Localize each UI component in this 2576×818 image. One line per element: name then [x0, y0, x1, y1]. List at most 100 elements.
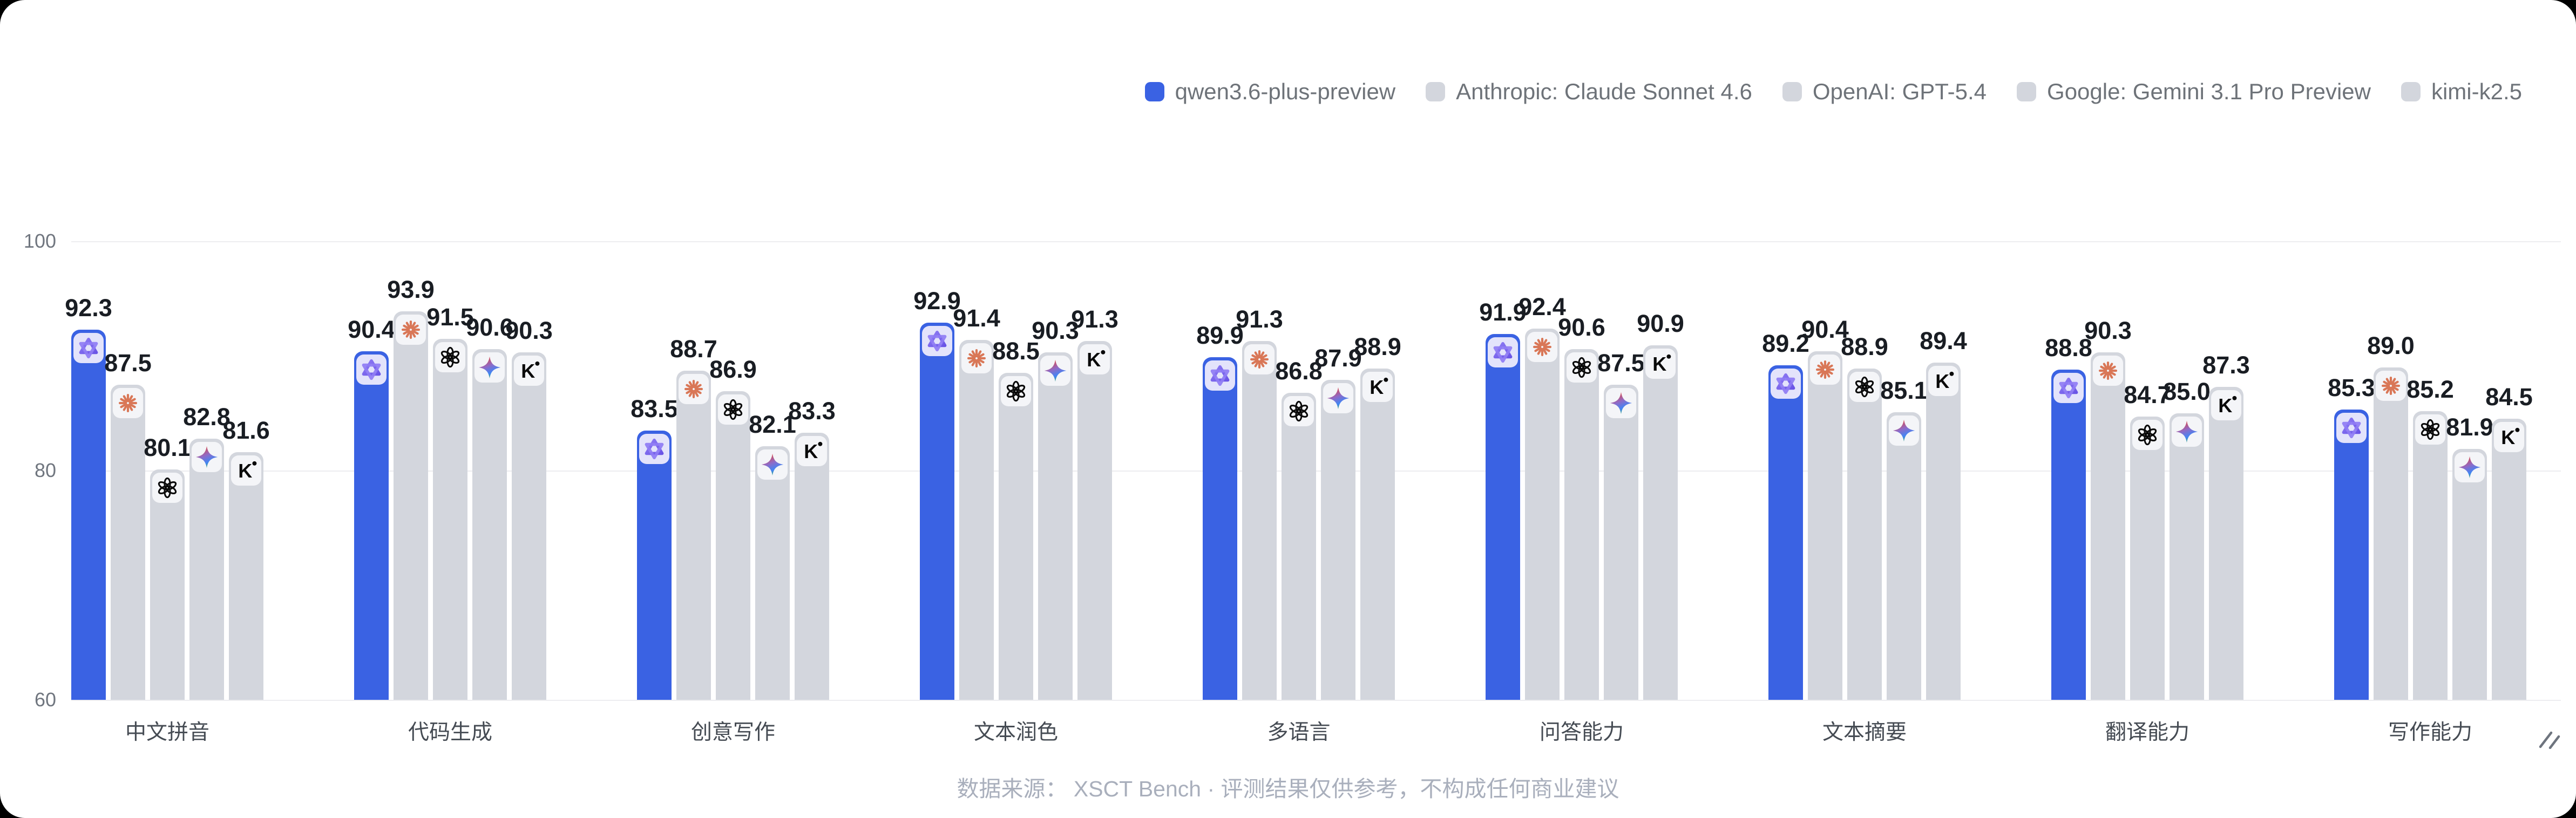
- bar-kimi[interactable]: 91.3 K: [1071, 305, 1118, 700]
- claude-icon: [1244, 344, 1275, 374]
- bar-claude[interactable]: 91.3: [1236, 305, 1283, 700]
- qwen-icon: [73, 332, 104, 363]
- bar-qwen[interactable]: 92.3: [65, 294, 112, 700]
- resize-handle-icon[interactable]: [2537, 728, 2562, 749]
- value-label: 90.6: [1558, 313, 1605, 341]
- value-label: 90.4: [1801, 316, 1849, 343]
- value-label: 92.9: [913, 287, 961, 315]
- bar-claude[interactable]: 91.4: [953, 304, 1000, 700]
- bar-kimi[interactable]: 84.5 K: [2485, 383, 2533, 700]
- bar-kimi[interactable]: 88.9 K: [1354, 333, 1401, 700]
- kimi-icon: K: [1928, 366, 1958, 397]
- legend-swatch: [2017, 82, 2037, 101]
- bar-kimi[interactable]: 81.6 K: [222, 417, 270, 700]
- gemini-icon: [1040, 356, 1070, 386]
- bar-kimi[interactable]: 87.3 K: [2202, 351, 2250, 700]
- bar-openai[interactable]: 85.2: [2406, 376, 2454, 700]
- legend-item-gemini[interactable]: Google: Gemini 3.1 Pro Preview: [2017, 79, 2371, 105]
- bar-claude[interactable]: 92.4: [1519, 293, 1566, 700]
- legend-item-openai[interactable]: OpenAI: GPT-5.4: [1782, 79, 1987, 105]
- bar-gemini[interactable]: 90.6: [466, 313, 513, 700]
- svg-text:K: K: [2501, 427, 2515, 449]
- value-label: 87.9: [1314, 344, 1362, 372]
- category-label: 多语言: [1267, 721, 1331, 744]
- gemini-icon: [474, 352, 505, 383]
- bar-gemini[interactable]: 82.8: [183, 403, 231, 700]
- bar-qwen[interactable]: 88.8: [2045, 334, 2092, 700]
- kimi-icon: K: [797, 435, 827, 466]
- bar-qwen[interactable]: 91.9: [1479, 298, 1527, 700]
- openai-icon: [2415, 414, 2445, 445]
- legend-item-qwen[interactable]: qwen3.6-plus-preview: [1144, 79, 1395, 105]
- qwen-icon: [2336, 413, 2367, 444]
- value-label: 86.8: [1275, 357, 1323, 385]
- gemini-icon: [1323, 383, 1353, 414]
- bar-claude[interactable]: 88.7: [670, 335, 717, 700]
- bar-openai[interactable]: 86.9: [709, 356, 757, 700]
- legend: qwen3.6-plus-preview Anthropic: Claude So…: [1144, 79, 2522, 105]
- category-group: 90.4 93.9 91.5 90.6 90.3 K: [348, 276, 553, 700]
- value-label: 89.2: [1762, 329, 1809, 357]
- bar-qwen[interactable]: 83.5: [631, 395, 678, 700]
- value-label: 88.5: [992, 337, 1040, 365]
- value-label: 82.1: [749, 411, 796, 439]
- bar-gemini[interactable]: 85.0: [2163, 378, 2211, 700]
- bar-gemini[interactable]: 87.9: [1314, 344, 1362, 700]
- bar-claude[interactable]: 87.5: [104, 349, 152, 700]
- category-label: 写作能力: [2388, 721, 2472, 744]
- value-label: 84.7: [2124, 381, 2171, 409]
- bar-gemini[interactable]: 81.9: [2446, 413, 2493, 700]
- category-group: 85.3 89.0 85.2 81.9 84.5 K: [2328, 332, 2533, 700]
- bar-gemini[interactable]: 82.1: [749, 411, 796, 700]
- category-label: 文本润色: [973, 721, 1058, 744]
- bar-openai[interactable]: 88.9: [1841, 333, 1888, 700]
- gridline-80: [71, 471, 2561, 472]
- bar-claude[interactable]: 90.3: [2084, 317, 2132, 700]
- bar-claude[interactable]: 90.4: [1801, 316, 1849, 700]
- bar-kimi[interactable]: 90.9 K: [1637, 310, 1684, 700]
- value-label: 88.8: [2045, 334, 2092, 362]
- value-label: 85.1: [1880, 376, 1928, 404]
- bar-openai[interactable]: 91.5: [426, 303, 474, 700]
- bar-openai[interactable]: 86.8: [1275, 357, 1323, 700]
- category-group: 92.3 87.5 80.1 82.8 81.6 K: [65, 294, 270, 700]
- bar-kimi[interactable]: 83.3 K: [788, 397, 836, 700]
- bar-qwen[interactable]: 90.4: [348, 316, 395, 700]
- legend-label: Anthropic: Claude Sonnet 4.6: [1456, 79, 1752, 104]
- legend-item-claude[interactable]: Anthropic: Claude Sonnet 4.6: [1426, 79, 1752, 105]
- bar-kimi[interactable]: 89.4 K: [1920, 327, 1967, 700]
- value-label: 92.3: [65, 294, 112, 322]
- bar-openai[interactable]: 80.1: [144, 434, 191, 700]
- claude-icon: [1527, 331, 1557, 362]
- value-label: 91.9: [1479, 298, 1527, 326]
- bar-openai[interactable]: 90.6: [1558, 313, 1605, 700]
- value-label: 82.8: [183, 403, 231, 431]
- category-label: 创意写作: [690, 721, 775, 744]
- bar-qwen[interactable]: 89.9: [1196, 322, 1244, 700]
- gridline-100: [71, 241, 2561, 242]
- bar-gemini[interactable]: 90.3: [1032, 317, 1079, 700]
- bar-gemini[interactable]: 87.5: [1597, 349, 1645, 700]
- y-axis-tick-label: 100: [23, 230, 56, 252]
- kimi-icon: K: [2211, 390, 2241, 420]
- legend-item-kimi[interactable]: kimi-k2.5: [2401, 79, 2522, 105]
- bar-gemini[interactable]: 85.1: [1880, 377, 1928, 700]
- bar-qwen[interactable]: 92.9: [913, 287, 961, 700]
- bar-claude[interactable]: 89.0: [2367, 332, 2415, 700]
- bar-qwen[interactable]: 85.3: [2328, 374, 2375, 700]
- category-label: 问答能力: [1539, 721, 1624, 744]
- legend-label: kimi-k2.5: [2431, 79, 2522, 104]
- bar-openai[interactable]: 84.7: [2124, 381, 2171, 700]
- bar-claude[interactable]: 93.9: [387, 276, 435, 700]
- claude-icon: [2093, 356, 2123, 386]
- value-label: 89.9: [1196, 321, 1244, 349]
- bar-qwen[interactable]: 89.2: [1762, 330, 1809, 700]
- value-label: 91.5: [426, 303, 474, 331]
- qwen-icon: [2053, 373, 2084, 403]
- claude-icon: [2376, 370, 2406, 401]
- category-group: 89.9 91.3 86.8 87.9 88.9 K: [1196, 305, 1401, 700]
- gemini-icon: [192, 441, 222, 472]
- category-label: 代码生成: [408, 721, 492, 744]
- bar-openai[interactable]: 88.5: [992, 337, 1040, 700]
- bar-kimi[interactable]: 90.3 K: [505, 317, 553, 700]
